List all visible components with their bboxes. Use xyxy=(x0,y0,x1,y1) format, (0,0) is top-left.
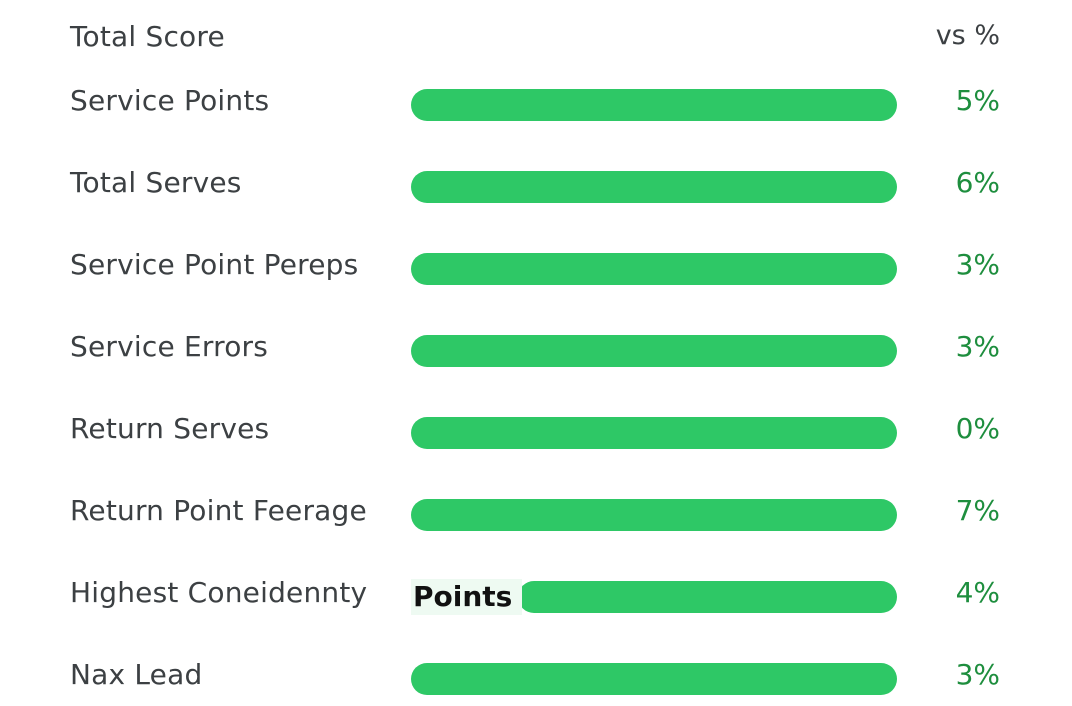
stats-header: Total Score vs % xyxy=(0,0,1072,74)
stat-row: Service Point Pereps 3% xyxy=(0,238,1072,298)
stat-row: Nax Lead 3% xyxy=(0,648,1072,706)
stat-label: Total Serves xyxy=(70,166,242,199)
panel-title: Total Score xyxy=(70,20,225,53)
stat-value: 5% xyxy=(955,84,1000,117)
stat-row: Service Errors 3% xyxy=(0,320,1072,380)
stat-value: 4% xyxy=(955,576,1000,609)
stat-label: Service Errors xyxy=(70,330,269,363)
stat-value: 7% xyxy=(955,494,1000,527)
stat-label: Nax Lead xyxy=(70,658,203,691)
stat-bar-track xyxy=(411,335,897,367)
stat-bar xyxy=(411,335,897,367)
stat-label: Service Point Pereps xyxy=(70,248,359,281)
stat-row: Service Points 5% xyxy=(0,74,1072,134)
stat-label: Return Serves xyxy=(70,412,270,445)
stat-bar xyxy=(411,417,897,449)
stat-bar xyxy=(411,253,897,285)
stat-bar-track xyxy=(411,171,897,203)
stat-bar xyxy=(411,171,897,203)
stat-bar-track xyxy=(411,253,897,285)
stat-bar xyxy=(411,89,897,121)
stat-bar xyxy=(517,581,897,613)
stat-row: Return Serves 0% xyxy=(0,402,1072,462)
stat-value: 3% xyxy=(955,658,1000,691)
stat-label: Service Points xyxy=(70,84,270,117)
stat-bar-tag: Points xyxy=(411,579,523,615)
stat-value: 6% xyxy=(955,166,1000,199)
stat-row: Highest Coneidennty Points 4% xyxy=(0,566,1072,626)
stat-bar xyxy=(411,663,897,695)
stat-bar xyxy=(411,499,897,531)
stat-value: 3% xyxy=(955,330,1000,363)
stat-label: Highest Coneidennty xyxy=(70,576,368,609)
stat-bar-track xyxy=(411,417,897,449)
stat-label: Return Point Feerage xyxy=(70,494,367,527)
stat-row: Total Serves 6% xyxy=(0,156,1072,216)
stat-value: 0% xyxy=(955,412,1000,445)
stat-row: Return Point Feerage 7% xyxy=(0,484,1072,544)
stat-value: 3% xyxy=(955,248,1000,281)
stat-bar-track xyxy=(411,89,897,121)
stat-bar-track xyxy=(411,663,897,695)
stat-bar-track: Points xyxy=(411,579,897,615)
stat-bar-track xyxy=(411,499,897,531)
compare-column-label: vs % xyxy=(935,20,1000,51)
